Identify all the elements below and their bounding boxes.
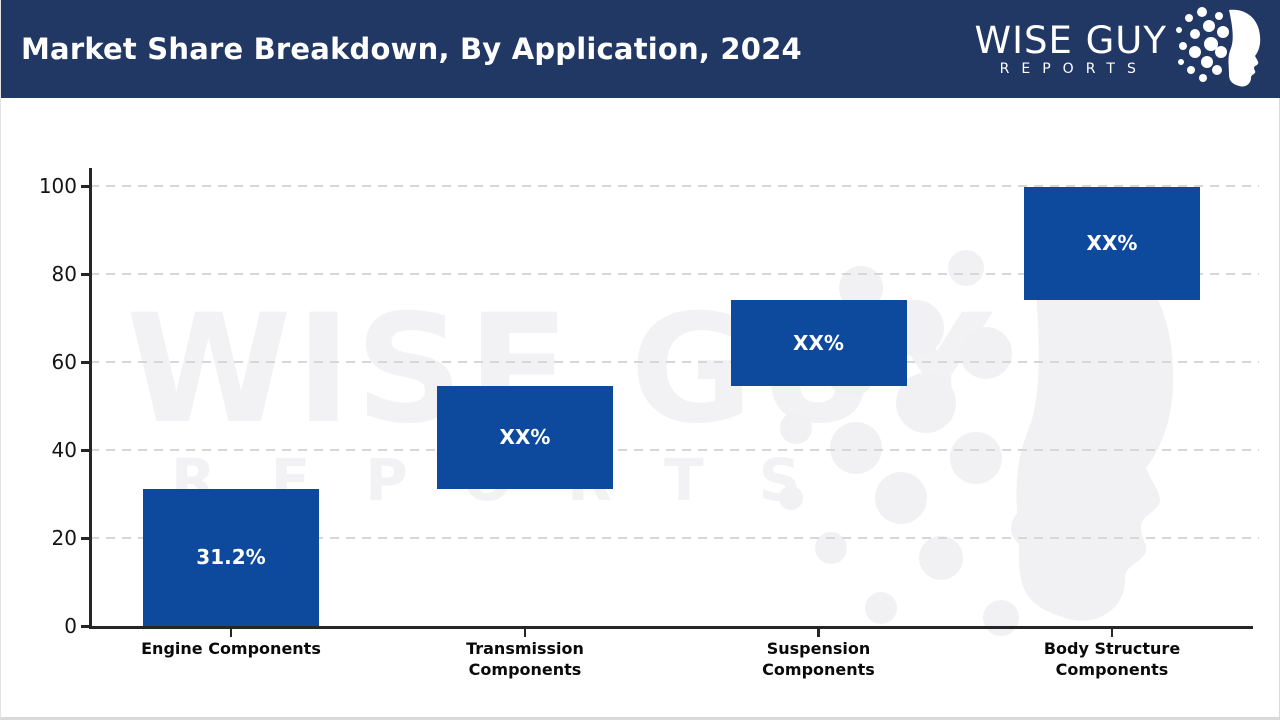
bar-value-label-0: 31.2%	[196, 545, 266, 570]
page-title: Market Share Breakdown, By Application, …	[21, 32, 802, 66]
y-tick-mark-0	[81, 625, 89, 628]
y-tick-label-100: 100	[38, 174, 77, 198]
bar-value-label-2: XX%	[793, 331, 844, 356]
x-tick-mark-2	[817, 629, 820, 637]
bar-0: 31.2%	[143, 488, 319, 626]
chart-canvas: WISE GUY REPORTS 02040608010031.2%Engine…	[1, 98, 1280, 720]
y-tick-mark-20	[81, 537, 89, 540]
x-category-label-1: Transmission Components	[466, 639, 584, 679]
x-category-label-0: Engine Components	[141, 639, 321, 658]
x-tick-mark-1	[523, 629, 527, 637]
brand-head-icon	[1176, 7, 1261, 87]
brand-logo: WISE GUY REPORTS	[975, 4, 1265, 94]
header-bar: Market Share Breakdown, By Application, …	[1, 0, 1280, 98]
y-tick-label-80: 80	[51, 262, 77, 286]
brand-subtitle: REPORTS	[999, 61, 1148, 77]
y-tick-mark-40	[81, 449, 89, 452]
x-category-label-2: Suspension Components	[762, 639, 875, 679]
y-tick-label-60: 60	[51, 350, 77, 374]
y-tick-mark-80	[81, 273, 89, 276]
gridline-100	[90, 185, 1259, 187]
bar-1: XX%	[437, 386, 613, 489]
brand-logo-text: WISE GUY REPORTS	[975, 22, 1167, 76]
x-tick-mark-0	[229, 629, 233, 637]
y-axis-spine	[89, 168, 92, 628]
gridline-60	[90, 361, 1259, 363]
x-tick-mark-3	[1110, 629, 1114, 637]
y-tick-mark-100	[81, 185, 89, 188]
bar-value-label-3: XX%	[1086, 231, 1138, 256]
watermark-head-icon	[757, 227, 1174, 636]
gridline-20	[90, 537, 1259, 539]
bar-value-label-1: XX%	[499, 425, 551, 450]
gridline-80	[90, 273, 1259, 275]
y-tick-label-0: 0	[64, 614, 77, 638]
bar-2: XX%	[730, 299, 907, 387]
x-category-label-3: Body Structure Components	[1043, 639, 1181, 679]
brand-name: WISE GUY	[974, 19, 1167, 62]
y-tick-label-20: 20	[51, 526, 77, 550]
gridline-40	[90, 449, 1259, 451]
y-tick-mark-60	[81, 361, 89, 364]
y-tick-label-40: 40	[51, 438, 77, 462]
x-axis-spine	[89, 626, 1253, 629]
bar-3: XX%	[1024, 186, 1200, 300]
